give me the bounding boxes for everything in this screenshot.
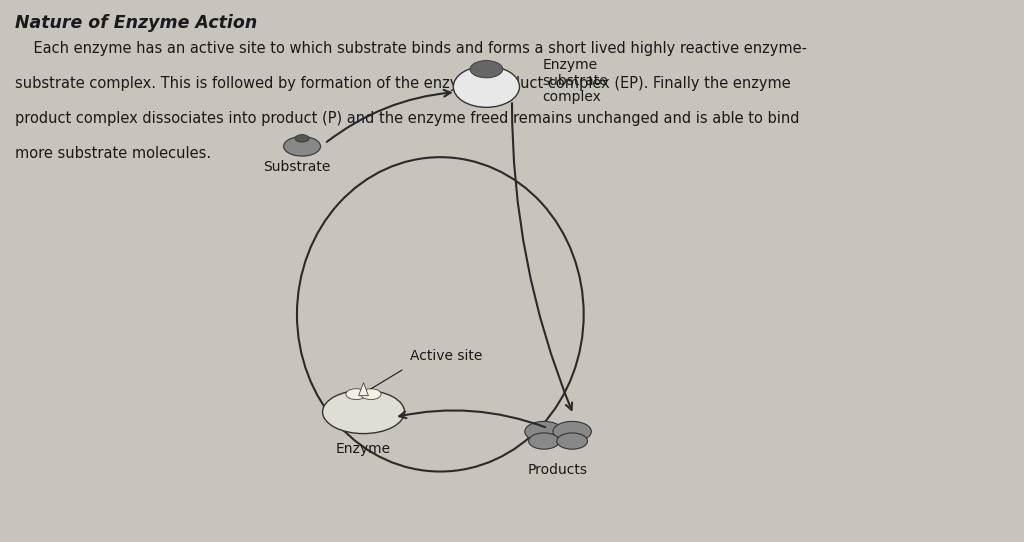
Circle shape <box>528 433 559 449</box>
Text: product complex dissociates into product (P) and the enzyme freed remains unchan: product complex dissociates into product… <box>15 111 800 126</box>
Circle shape <box>553 422 592 442</box>
Text: Products: Products <box>528 463 588 478</box>
Circle shape <box>557 433 588 449</box>
Circle shape <box>295 134 309 142</box>
Text: substrate complex. This is followed by formation of the enzyme-product complex (: substrate complex. This is followed by f… <box>15 76 792 91</box>
Text: Nature of Enzyme Action: Nature of Enzyme Action <box>15 14 258 31</box>
Circle shape <box>360 389 381 399</box>
Text: more substrate molecules.: more substrate molecules. <box>15 146 212 162</box>
Polygon shape <box>358 383 369 396</box>
Circle shape <box>346 389 367 399</box>
Text: Each enzyme has an active site to which substrate binds and forms a short lived : Each enzyme has an active site to which … <box>15 41 807 56</box>
Circle shape <box>323 390 404 434</box>
Ellipse shape <box>454 66 519 107</box>
Text: Enzyme
substrate
complex: Enzyme substrate complex <box>543 58 608 105</box>
Circle shape <box>284 137 321 156</box>
Text: Substrate: Substrate <box>263 160 331 174</box>
Circle shape <box>524 422 563 442</box>
Text: Enzyme: Enzyme <box>336 442 391 456</box>
Text: Active site: Active site <box>410 349 482 363</box>
Circle shape <box>470 61 503 78</box>
